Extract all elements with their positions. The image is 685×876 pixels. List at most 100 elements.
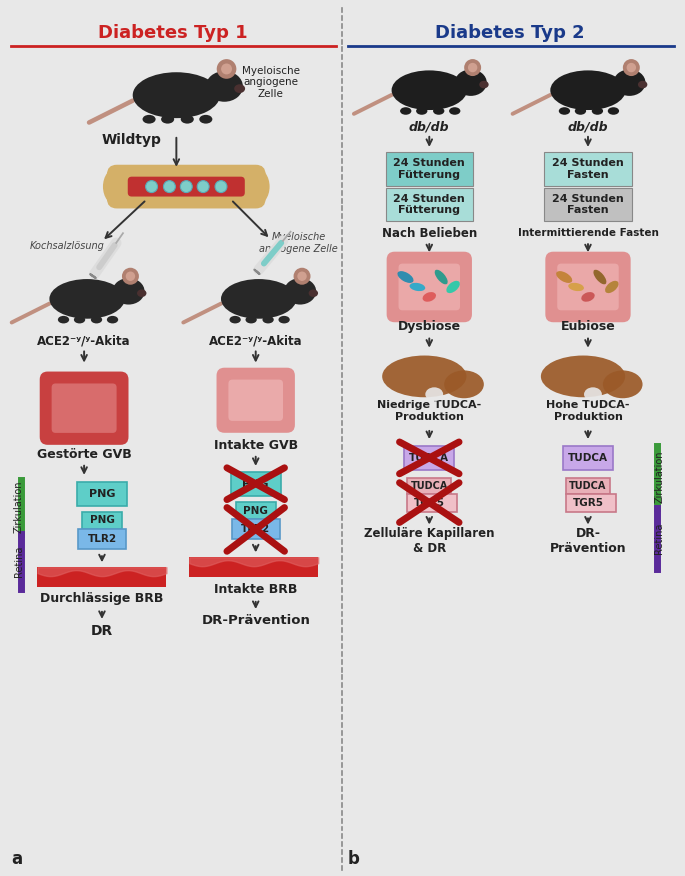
Ellipse shape bbox=[592, 107, 603, 115]
Circle shape bbox=[180, 180, 192, 193]
Text: Intermittierende Fasten: Intermittierende Fasten bbox=[518, 229, 658, 238]
Bar bbox=[386, 187, 473, 222]
Circle shape bbox=[81, 424, 97, 441]
Text: a: a bbox=[11, 851, 22, 868]
Text: Hohe TUDCA-
Produktion: Hohe TUDCA- Produktion bbox=[546, 400, 630, 422]
Text: Gestörte GVB: Gestörte GVB bbox=[37, 449, 132, 462]
Circle shape bbox=[108, 410, 124, 427]
Text: 24 Stunden
Fütterung: 24 Stunden Fütterung bbox=[393, 194, 465, 215]
Circle shape bbox=[406, 301, 423, 317]
Text: b: b bbox=[348, 851, 360, 868]
Circle shape bbox=[45, 410, 61, 427]
FancyBboxPatch shape bbox=[399, 264, 460, 310]
Ellipse shape bbox=[107, 316, 119, 323]
Ellipse shape bbox=[449, 107, 460, 115]
Ellipse shape bbox=[242, 167, 270, 206]
Bar bbox=[405, 446, 454, 470]
Text: PNG: PNG bbox=[90, 515, 114, 526]
Ellipse shape bbox=[605, 281, 619, 293]
Circle shape bbox=[623, 59, 640, 76]
Circle shape bbox=[595, 257, 611, 272]
Ellipse shape bbox=[433, 107, 445, 115]
FancyBboxPatch shape bbox=[216, 368, 295, 433]
Ellipse shape bbox=[221, 279, 297, 319]
Text: Zirkulation: Zirkulation bbox=[14, 481, 24, 533]
Ellipse shape bbox=[410, 283, 425, 291]
Ellipse shape bbox=[444, 371, 484, 399]
Text: Zirkulation: Zirkulation bbox=[654, 450, 664, 503]
Text: PNG: PNG bbox=[242, 478, 269, 489]
Text: TUDCA: TUDCA bbox=[569, 481, 607, 491]
Circle shape bbox=[234, 373, 248, 388]
Circle shape bbox=[197, 180, 209, 193]
Bar bbox=[189, 557, 319, 577]
Circle shape bbox=[627, 63, 636, 73]
Circle shape bbox=[392, 289, 408, 305]
Bar bbox=[566, 494, 616, 512]
Circle shape bbox=[264, 373, 277, 388]
Circle shape bbox=[215, 180, 227, 193]
Circle shape bbox=[585, 301, 601, 317]
Circle shape bbox=[61, 376, 77, 392]
Text: DR-
Prävention: DR- Prävention bbox=[549, 527, 626, 555]
Ellipse shape bbox=[284, 278, 316, 305]
Circle shape bbox=[426, 301, 443, 317]
Text: Dysbiose: Dysbiose bbox=[398, 321, 461, 333]
Ellipse shape bbox=[103, 167, 131, 206]
Bar bbox=[232, 519, 279, 540]
Circle shape bbox=[223, 383, 236, 398]
Bar bbox=[566, 477, 610, 494]
Circle shape bbox=[234, 413, 248, 427]
Text: db/db: db/db bbox=[568, 121, 608, 133]
Bar bbox=[545, 187, 632, 222]
Text: Intakte GVB: Intakte GVB bbox=[214, 440, 298, 452]
Ellipse shape bbox=[435, 270, 448, 285]
Circle shape bbox=[164, 180, 175, 193]
Ellipse shape bbox=[199, 115, 212, 124]
Circle shape bbox=[108, 390, 124, 406]
Circle shape bbox=[565, 301, 581, 317]
Text: TLR2: TLR2 bbox=[241, 525, 271, 534]
Ellipse shape bbox=[400, 107, 412, 115]
Ellipse shape bbox=[133, 72, 220, 118]
Circle shape bbox=[610, 289, 625, 305]
Text: TLR2: TLR2 bbox=[88, 534, 116, 544]
Text: db/db: db/db bbox=[409, 121, 449, 133]
Ellipse shape bbox=[608, 107, 619, 115]
FancyBboxPatch shape bbox=[107, 165, 266, 208]
Circle shape bbox=[392, 269, 408, 285]
Text: 24 Stunden
Fasten: 24 Stunden Fasten bbox=[552, 194, 624, 215]
Ellipse shape bbox=[425, 387, 443, 401]
Text: Intakte BRB: Intakte BRB bbox=[214, 583, 297, 596]
Text: Kochsalzlösung: Kochsalzlösung bbox=[30, 241, 105, 251]
Circle shape bbox=[253, 413, 268, 427]
Ellipse shape bbox=[575, 107, 586, 115]
FancyBboxPatch shape bbox=[40, 371, 129, 445]
Ellipse shape bbox=[593, 270, 606, 285]
Ellipse shape bbox=[382, 356, 466, 397]
Circle shape bbox=[90, 376, 108, 392]
Circle shape bbox=[550, 269, 566, 285]
Bar bbox=[236, 502, 275, 519]
Text: Retina: Retina bbox=[14, 546, 24, 577]
Circle shape bbox=[146, 180, 158, 193]
Ellipse shape bbox=[455, 69, 487, 95]
Ellipse shape bbox=[392, 70, 467, 110]
Bar bbox=[231, 472, 280, 496]
Text: Nach Belieben: Nach Belieben bbox=[382, 227, 477, 240]
Ellipse shape bbox=[603, 371, 643, 399]
Text: DR-Prävention: DR-Prävention bbox=[201, 614, 310, 627]
FancyBboxPatch shape bbox=[128, 177, 245, 196]
Bar bbox=[386, 152, 473, 186]
Ellipse shape bbox=[416, 107, 427, 115]
Ellipse shape bbox=[161, 115, 174, 124]
Circle shape bbox=[126, 272, 135, 281]
Bar bbox=[408, 494, 457, 512]
Circle shape bbox=[275, 383, 289, 398]
Ellipse shape bbox=[262, 316, 274, 323]
Ellipse shape bbox=[550, 70, 625, 110]
Ellipse shape bbox=[58, 316, 69, 323]
Ellipse shape bbox=[447, 281, 460, 293]
Ellipse shape bbox=[309, 289, 318, 297]
Circle shape bbox=[216, 59, 236, 79]
